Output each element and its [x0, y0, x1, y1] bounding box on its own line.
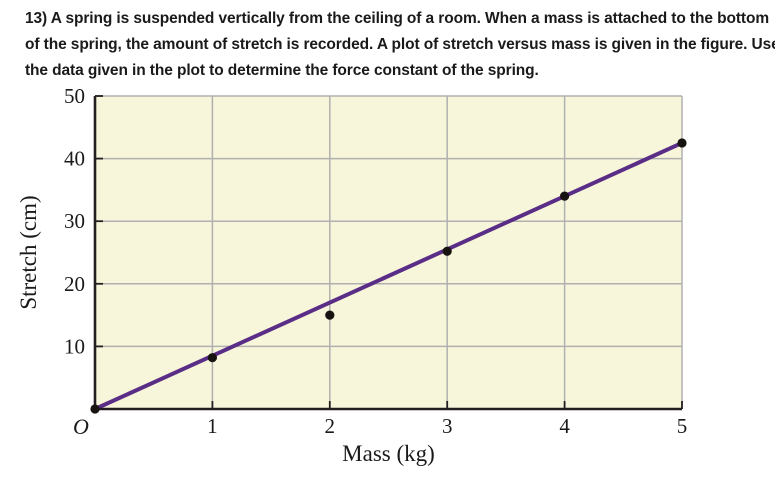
- x-axis-title: Mass (kg): [342, 441, 435, 466]
- origin-label: O: [73, 414, 89, 439]
- problem-statement: 13) A spring is suspended vertically fro…: [25, 6, 775, 84]
- data-point: [207, 353, 217, 363]
- data-point: [325, 310, 335, 320]
- y-tick-label: 40: [64, 147, 85, 171]
- plot-area: [95, 96, 682, 409]
- x-tick-label: 3: [442, 414, 453, 438]
- best-fit-line: [93, 140, 684, 411]
- x-tick-label: 1: [207, 414, 218, 438]
- y-tick-label: 50: [64, 85, 85, 108]
- y-tick-label: 10: [64, 334, 85, 358]
- data-point: [442, 246, 452, 256]
- problem-text-line-3: the data given in the plot to determine …: [25, 62, 539, 79]
- x-tick-label: 4: [559, 414, 570, 438]
- data-point: [560, 191, 570, 201]
- y-tick-label: 30: [64, 209, 85, 233]
- x-tick-label: 5: [677, 414, 688, 438]
- y-tick-label: 20: [64, 272, 85, 296]
- stretch-vs-mass-chart: 10 20 30 40 50 1 2 3 4 5 O Mass (kg) Stretch (cm): [16, 85, 688, 466]
- data-point: [677, 138, 687, 148]
- x-tick-label: 2: [325, 414, 336, 438]
- y-axis-title: Stretch (cm): [16, 195, 41, 309]
- problem-text-line-1: 13) A spring is suspended vertically fro…: [25, 10, 769, 27]
- problem-text-line-2: of the spring, the amount of stretch is …: [25, 36, 775, 53]
- data-point: [90, 404, 100, 414]
